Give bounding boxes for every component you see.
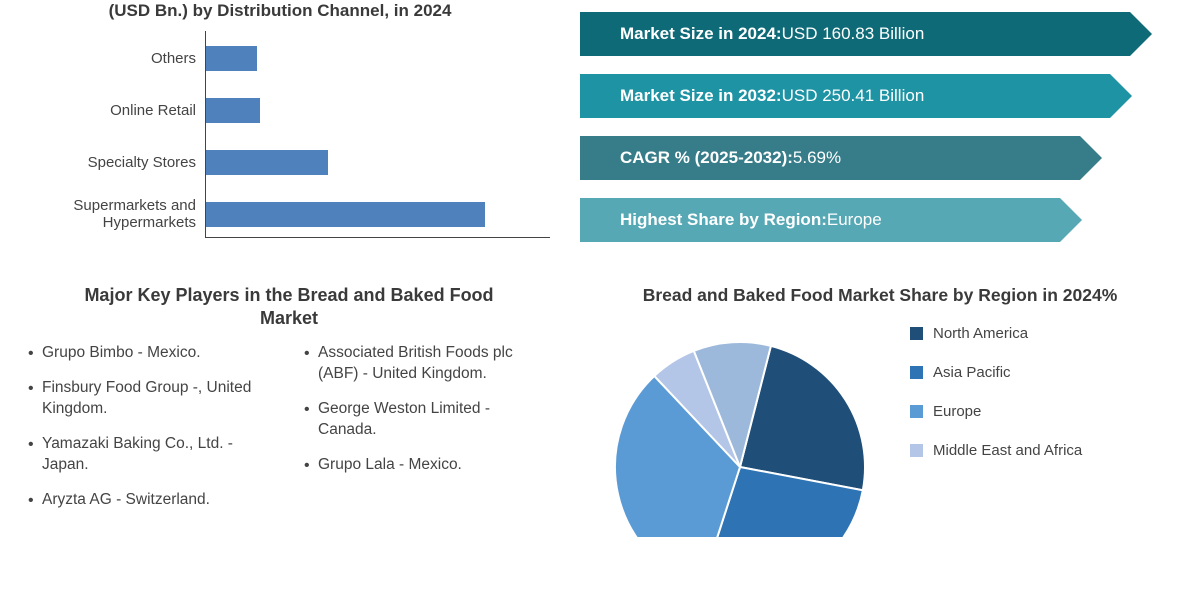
legend-row: Europe: [910, 403, 1082, 420]
bar-label: Online Retail: [16, 102, 206, 119]
pie-chart: [570, 317, 890, 537]
bar-row: Online Retail: [206, 95, 550, 125]
distribution-bar-chart: (USD Bn.) by Distribution Channel, in 20…: [0, 0, 560, 280]
bar-label: Specialty Stores: [16, 154, 206, 171]
stat-label: Market Size in 2032:: [620, 86, 782, 106]
legend-label: Europe: [933, 403, 981, 420]
region-pie-section: Bread and Baked Food Market Share by Reg…: [560, 280, 1200, 600]
stat-value: USD 160.83 Billion: [782, 24, 925, 44]
legend-label: North America: [933, 325, 1028, 342]
bar-row: Supermarkets and Hypermarkets: [206, 199, 550, 229]
stat-value: USD 250.41 Billion: [782, 86, 925, 106]
player-item: Grupo Lala - Mexico.: [304, 455, 550, 476]
legend-label: Middle East and Africa: [933, 442, 1082, 459]
players-column: Grupo Bimbo - Mexico. Finsbury Food Group…: [28, 343, 274, 511]
legend-swatch: [910, 444, 923, 457]
player-item: George Weston Limited - Canada.: [304, 399, 550, 441]
bar-rect: [206, 150, 328, 175]
legend-row: North America: [910, 325, 1082, 342]
bar-chart-title: (USD Bn.) by Distribution Channel, in 20…: [10, 0, 550, 31]
bar-rect: [206, 202, 485, 227]
player-item: Finsbury Food Group -, United Kingdom.: [28, 378, 274, 420]
key-players-title: Major Key Players in the Bread and Baked…: [28, 280, 550, 343]
stat-value: Europe: [827, 210, 882, 230]
legend-row: Asia Pacific: [910, 364, 1082, 381]
pie-legend: North America Asia Pacific Europe Middle Ea…: [910, 317, 1082, 459]
stat-label: CAGR % (2025-2032):: [620, 148, 793, 168]
bar-rect: [206, 98, 260, 123]
bar-chart-xaxis: [205, 237, 550, 238]
stat-arrow: Highest Share by Region: Europe: [580, 198, 1060, 242]
player-item: Associated British Foods plc (ABF) - Uni…: [304, 343, 550, 385]
key-players-columns: Grupo Bimbo - Mexico. Finsbury Food Group…: [28, 343, 550, 511]
legend-swatch: [910, 366, 923, 379]
stat-arrow: CAGR % (2025-2032): 5.69%: [580, 136, 1080, 180]
bar-label: Supermarkets and Hypermarkets: [16, 197, 206, 232]
player-item: Yamazaki Baking Co., Ltd. - Japan.: [28, 434, 274, 476]
legend-swatch: [910, 405, 923, 418]
legend-label: Asia Pacific: [933, 364, 1011, 381]
players-column: Associated British Foods plc (ABF) - Uni…: [304, 343, 550, 511]
legend-swatch: [910, 327, 923, 340]
stat-arrow: Market Size in 2032: USD 250.41 Billion: [580, 74, 1110, 118]
stat-label: Highest Share by Region:: [620, 210, 827, 230]
stat-value: 5.69%: [793, 148, 841, 168]
bar-row: Others: [206, 43, 550, 73]
legend-row: Middle East and Africa: [910, 442, 1082, 459]
key-players-section: Major Key Players in the Bread and Baked…: [0, 280, 560, 600]
pie-chart-title: Bread and Baked Food Market Share by Reg…: [570, 280, 1190, 317]
market-stat-arrows: Market Size in 2024: USD 160.83 BillionM…: [560, 0, 1200, 280]
player-item: Grupo Bimbo - Mexico.: [28, 343, 274, 364]
bar-label: Others: [16, 50, 206, 67]
player-item: Aryzta AG - Switzerland.: [28, 490, 274, 511]
stat-label: Market Size in 2024:: [620, 24, 782, 44]
bar-chart-body: Others Online Retail Specialty Stores Super…: [205, 31, 550, 237]
bar-row: Specialty Stores: [206, 147, 550, 177]
bar-rect: [206, 46, 257, 71]
stat-arrow: Market Size in 2024: USD 160.83 Billion: [580, 12, 1130, 56]
